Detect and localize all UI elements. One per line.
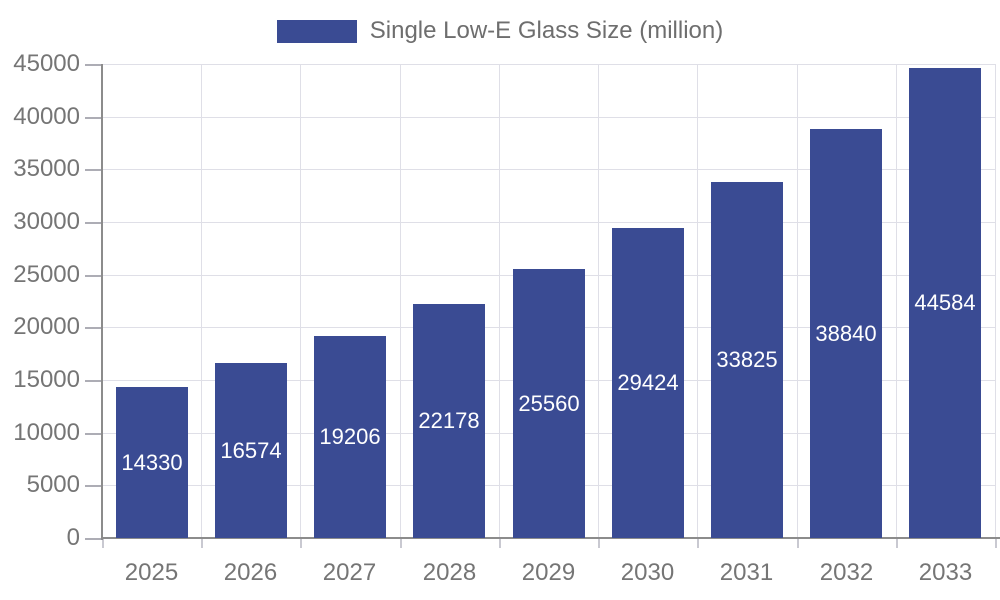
x-gridline <box>697 64 698 538</box>
legend: Single Low-E Glass Size (million) <box>0 17 1000 45</box>
y-axis-tick-label: 25000 <box>13 261 80 288</box>
bar: 29424 <box>612 228 684 538</box>
bar: 38840 <box>810 129 882 538</box>
x-axis-tick-label: 2027 <box>322 559 377 586</box>
legend-swatch <box>276 19 357 43</box>
y-axis-line <box>101 64 103 540</box>
bar: 25560 <box>513 269 585 538</box>
y-gridline <box>102 64 995 65</box>
y-axis-tick-label: 5000 <box>26 471 80 498</box>
x-axis-tick-label: 2026 <box>223 559 278 586</box>
x-gridline <box>201 64 202 538</box>
x-gridline <box>598 64 599 538</box>
y-gridline <box>102 117 995 118</box>
y-axis-tick <box>85 222 102 224</box>
y-axis-tick <box>85 538 102 540</box>
bar-value-label: 33825 <box>716 347 778 372</box>
bar: 33825 <box>711 182 783 538</box>
x-gridline <box>300 64 301 538</box>
x-axis-tick <box>797 538 799 548</box>
x-axis-tick <box>697 538 699 548</box>
y-axis-tick-label: 10000 <box>13 419 80 446</box>
x-axis-tick <box>896 538 898 548</box>
y-axis-tick <box>85 327 102 329</box>
x-axis-tick-label: 2033 <box>918 559 973 586</box>
bar-value-label: 44584 <box>914 290 976 315</box>
bar: 19206 <box>314 336 386 538</box>
y-axis-tick <box>85 485 102 487</box>
x-axis-tick <box>598 538 600 548</box>
y-axis-tick-label: 15000 <box>13 366 80 393</box>
y-gridline <box>102 222 995 223</box>
x-gridline <box>797 64 798 538</box>
x-axis-tick <box>400 538 402 548</box>
bar-value-label: 25560 <box>518 390 580 416</box>
x-gridline <box>896 64 897 538</box>
y-axis-tick <box>85 275 102 277</box>
y-axis-tick <box>85 433 102 435</box>
x-axis-tick-label: 2030 <box>620 559 675 586</box>
x-axis-line <box>101 537 1000 539</box>
x-axis-tick-label: 2028 <box>422 559 477 586</box>
bar-value-label: 14330 <box>121 449 183 475</box>
bar-value-label: 38840 <box>815 320 877 346</box>
y-axis-tick <box>85 117 102 119</box>
y-axis-tick-label: 40000 <box>13 103 80 130</box>
y-gridline <box>102 169 995 170</box>
x-axis-tick <box>201 538 203 548</box>
bar-value-label: 16574 <box>220 437 282 463</box>
y-axis-tick <box>85 169 102 171</box>
x-gridline <box>995 64 996 538</box>
x-axis-tick <box>499 538 501 548</box>
x-axis-tick-label: 2025 <box>124 559 179 586</box>
bar: 16574 <box>215 363 287 538</box>
x-axis-tick-label: 2032 <box>819 559 874 586</box>
x-axis-tick <box>300 538 302 548</box>
bar: 44584 <box>909 68 981 538</box>
bar-value-label: 22178 <box>418 408 480 433</box>
y-axis-tick-label: 45000 <box>13 50 80 77</box>
legend-label: Single Low-E Glass Size (million) <box>369 17 724 44</box>
x-axis-tick-label: 2029 <box>521 559 576 586</box>
x-gridline <box>400 64 401 538</box>
y-axis-tick <box>85 380 102 382</box>
y-axis-tick-label: 35000 <box>13 155 80 182</box>
x-axis-tick <box>995 538 997 548</box>
y-axis-tick <box>85 64 102 66</box>
x-gridline <box>499 64 500 538</box>
bar: 14330 <box>116 387 188 538</box>
y-axis-tick-label: 20000 <box>13 313 80 340</box>
x-axis-tick <box>102 538 104 548</box>
bar-value-label: 19206 <box>319 424 381 449</box>
y-axis-tick-label: 30000 <box>13 208 80 235</box>
bar-value-label: 29424 <box>617 370 679 395</box>
bar: 22178 <box>413 304 485 538</box>
x-axis-tick-label: 2031 <box>719 559 774 586</box>
y-axis-tick-label: 0 <box>66 524 80 551</box>
